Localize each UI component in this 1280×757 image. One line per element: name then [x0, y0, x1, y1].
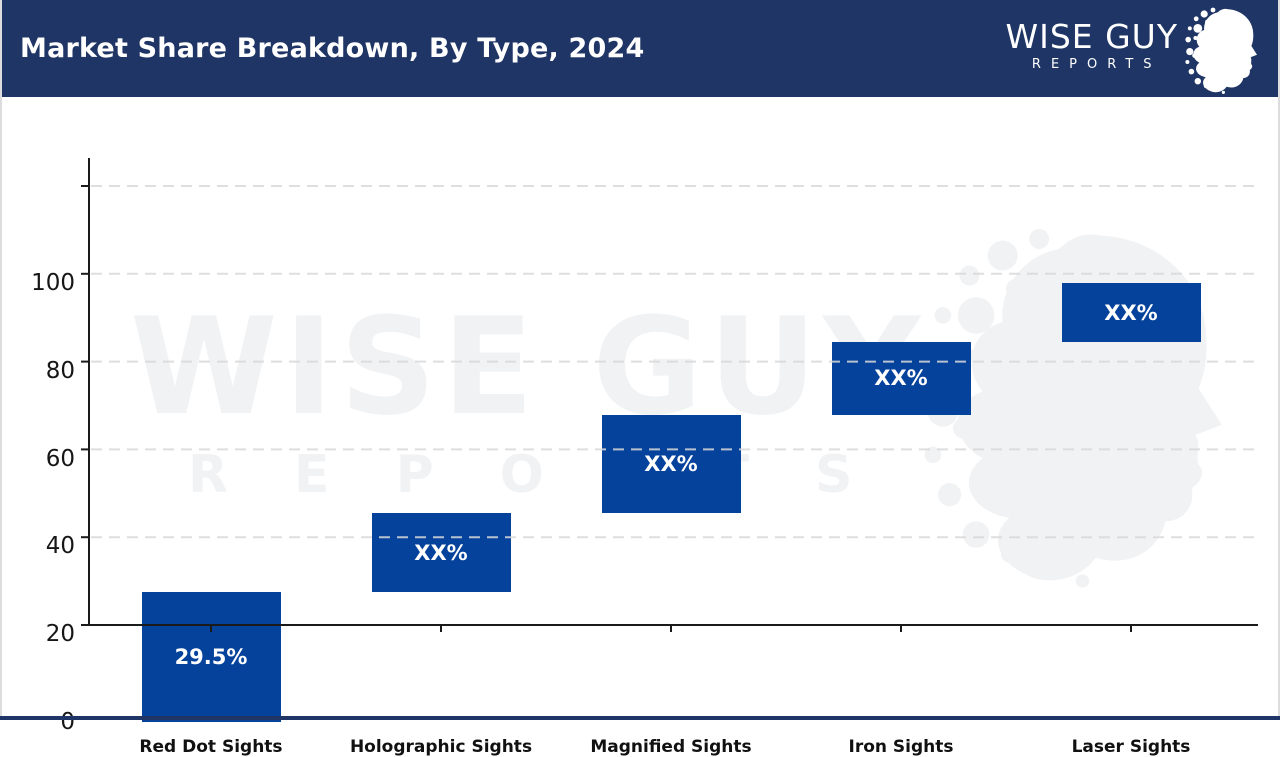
header-banner: Market Share Breakdown, By Type, 2024 WI…: [0, 0, 1280, 97]
x-axis-category-label: Red Dot Sights: [139, 737, 283, 757]
bars-layer: [0, 97, 1280, 722]
brand-wordmark: WISE GUY REPORTS: [1005, 17, 1178, 73]
page-title: Market Share Breakdown, By Type, 2024: [20, 33, 645, 64]
bar-red-dot-sights: [141, 592, 281, 722]
x-axis-category-label: Magnified Sights: [590, 737, 752, 757]
chart-area: WISE GUY REPORTS 29.5% XX% XX% XX% XX% 0 20 40 6…: [0, 97, 1280, 757]
brand-subname: REPORTS: [1031, 57, 1162, 72]
bar-magnified-sights: [601, 414, 741, 514]
brand-logo: WISE GUY REPORTS: [1005, 0, 1266, 97]
x-axis-category-label: Holographic Sights: [349, 737, 533, 757]
brand-name: WISE GUY: [1005, 17, 1178, 56]
bar-holographic-sights: [371, 513, 511, 593]
bar-iron-sights: [831, 342, 971, 415]
footer-bar: [0, 716, 1280, 720]
x-axis-category-label: Laser Sights: [1071, 737, 1191, 757]
bar-laser-sights: [1061, 283, 1201, 343]
x-axis-category-label: Iron Sights: [848, 737, 954, 757]
brand-head-icon: [1185, 7, 1257, 94]
